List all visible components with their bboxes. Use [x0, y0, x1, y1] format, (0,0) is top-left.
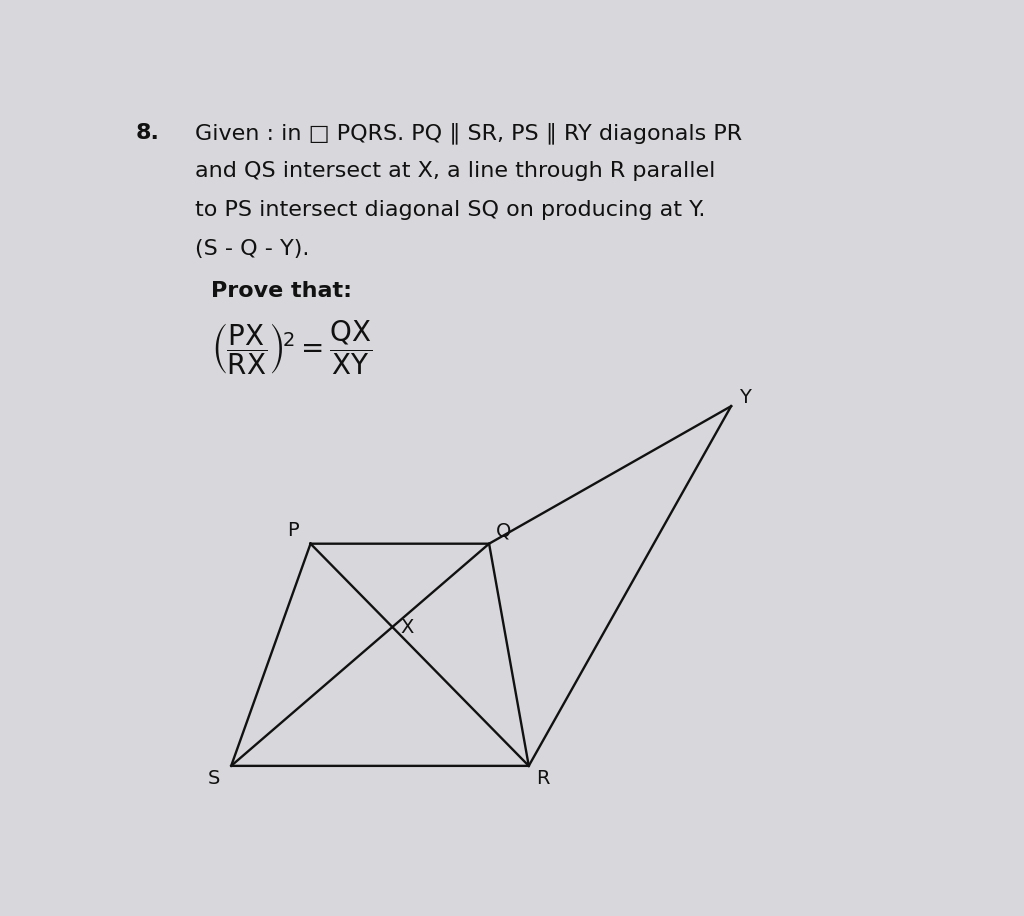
Text: P: P: [288, 521, 299, 540]
Text: and QS intersect at X, a line through R parallel: and QS intersect at X, a line through R …: [196, 161, 716, 181]
Text: Given : in □ PQRS. PQ ∥ SR, PS ∥ RY diagonals PR: Given : in □ PQRS. PQ ∥ SR, PS ∥ RY diag…: [196, 123, 742, 145]
Text: Y: Y: [739, 388, 752, 408]
Text: R: R: [537, 769, 550, 788]
Text: (S - Q - Y).: (S - Q - Y).: [196, 239, 310, 259]
Text: Q: Q: [496, 521, 511, 540]
Text: 8.: 8.: [136, 123, 160, 143]
Text: to PS intersect diagonal SQ on producing at Y.: to PS intersect diagonal SQ on producing…: [196, 201, 706, 220]
Text: X: X: [400, 617, 414, 637]
Text: $\left(\dfrac{\mathregular{PX}}{\mathregular{RX}}\right)^{\!2} = \dfrac{\mathreg: $\left(\dfrac{\mathregular{PX}}{\mathreg…: [211, 318, 373, 376]
Text: Prove that:: Prove that:: [211, 281, 352, 301]
Text: S: S: [208, 769, 220, 788]
